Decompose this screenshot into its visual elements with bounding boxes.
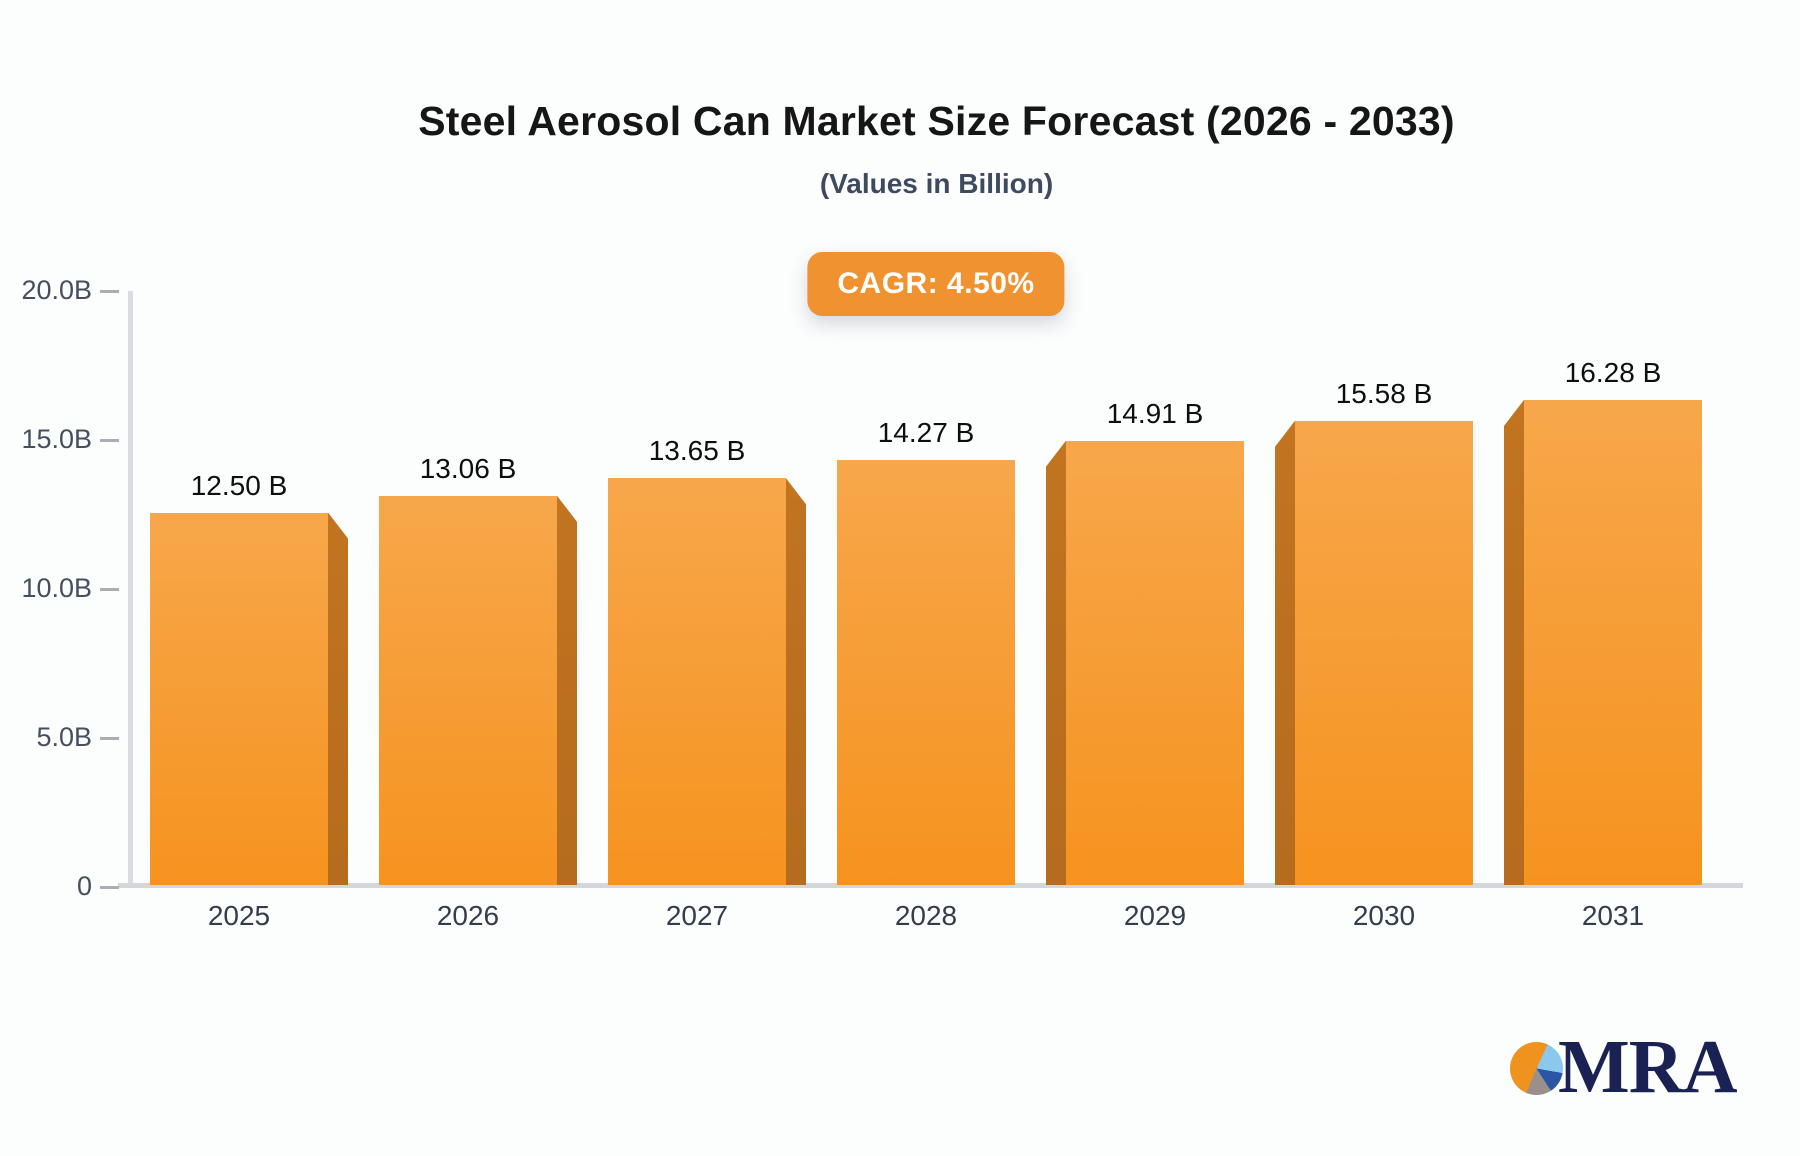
x-axis-label: 2031 (1581, 900, 1645, 931)
bar-face (1066, 440, 1244, 885)
chart-subtitle: (Values in Billion) (819, 168, 1054, 199)
bar-value-label: 15.58 B (1335, 377, 1433, 409)
bar-value-label: 16.28 B (1564, 356, 1662, 388)
x-axis-label: 2029 (1123, 900, 1187, 931)
x-axis-label: 2027 (665, 900, 729, 931)
y-tick-label: 5.0B (36, 722, 92, 752)
bar-value-label: 13.06 B (419, 452, 517, 484)
bar-value-label: 13.65 B (648, 435, 746, 467)
y-tick-dash (100, 587, 119, 591)
bar-value-label: 14.91 B (1106, 397, 1204, 429)
y-tick-label: 10.0B (21, 573, 92, 603)
logo-text: MRA (1558, 1025, 1738, 1109)
y-tick-dash (100, 736, 119, 740)
bar-side (1504, 399, 1524, 885)
y-tick-dash (100, 438, 119, 442)
bar-side (328, 512, 348, 885)
bar-face (1524, 399, 1702, 885)
bar-side (1275, 420, 1295, 885)
bar-value-label: 14.27 B (877, 416, 975, 448)
chart-title: Steel Aerosol Can Market Size Forecast (… (418, 98, 1455, 144)
pie-chart-logo-icon (1510, 1042, 1563, 1095)
bar-value-label: 12.50 B (190, 469, 288, 501)
x-axis-label: 2026 (436, 900, 500, 931)
bar-face (608, 478, 786, 885)
y-axis-line (128, 291, 133, 886)
y-tick-label: 15.0B (21, 424, 92, 454)
bar-face (1295, 420, 1473, 885)
cagr-badge: CAGR: 4.50% (807, 252, 1065, 316)
x-axis-baseline (118, 883, 1743, 888)
bar-face (150, 512, 328, 885)
x-axis-label: 2025 (207, 900, 271, 931)
bar-face (837, 459, 1015, 885)
mra-logo: MRA (1505, 1022, 1765, 1112)
y-tick-dash (100, 885, 119, 889)
bar-face (379, 495, 557, 885)
bar-side (1046, 440, 1066, 885)
y-tick-label: 20.0B (21, 275, 92, 305)
bar-side (786, 478, 806, 885)
x-axis-label: 2030 (1352, 900, 1416, 931)
x-axis-label: 2028 (894, 900, 958, 931)
bar-side (557, 495, 577, 885)
y-tick-label: 0 (76, 871, 92, 901)
y-tick-dash (100, 289, 119, 293)
